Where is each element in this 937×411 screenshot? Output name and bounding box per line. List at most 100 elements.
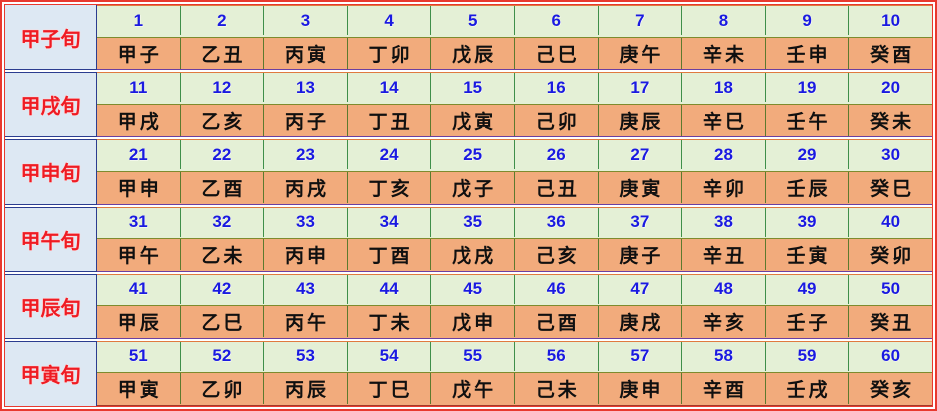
sequence-number-cell: 42 [181, 274, 265, 304]
ganzhi-row: 甲寅 乙卯 丙辰 丁巳 戊午 己未 庚申 辛酉 壬戌 癸亥 [97, 373, 932, 407]
sequence-number-cell: 60 [881, 346, 901, 366]
table-body: 甲子旬 1 2 3 4 5 6 7 8 9 10 甲子 乙丑 丙寅 丁卯 戊辰 己巳 庚午 辛未 壬申 癸酉 甲戌旬 11 1… [4, 4, 933, 407]
xun-group: 甲子旬 1 2 3 4 5 6 7 8 9 10 甲子 乙丑 丙寅 丁卯 戊辰 己巳 庚午 辛未 壬申 癸酉 [5, 5, 932, 71]
ganzhi-cell: 戊申 [431, 306, 515, 338]
sequence-number-cell: 17 [599, 73, 683, 103]
sequence-number-row: 31 32 33 34 35 36 37 38 39 40 [97, 206, 932, 240]
xun-group: 甲戌旬 11 12 13 14 15 16 17 18 19 20 甲戌 乙亥 丙子 丁丑 戊寅 己卯 庚辰 辛巳壬… [5, 70, 932, 138]
ganzhi-cell: 壬戌 [766, 373, 850, 405]
sequence-number-cell: 41 [97, 274, 181, 304]
ganzhi-cell: 丁卯 [348, 37, 432, 69]
ganzhi-cell: 癸丑 [870, 313, 915, 335]
sequence-number-cell: 28 [682, 140, 766, 170]
ganzhi-cell: 己亥 [515, 239, 599, 271]
sequence-number-cell: 24 [348, 140, 432, 170]
ganzhi-cell: 辛酉 [682, 373, 766, 405]
ganzhi-cell: 庚午 [599, 37, 683, 69]
ganzhi-cell: 甲子 [97, 37, 181, 69]
sequence-number-cell: 5 [431, 6, 515, 35]
ganzhi-cell: 己卯 [515, 104, 599, 136]
ganzhi-cell: 丁酉 [348, 239, 432, 271]
ganzhi-cell: 癸巳 [870, 178, 915, 200]
ganzhi-cell: 辛亥 [682, 306, 766, 338]
sequence-number-cell: 21 [97, 140, 181, 170]
ganzhi-cell: 丁未 [348, 306, 432, 338]
ganzhi-cell: 乙亥 [181, 104, 265, 136]
ganzhi-cell: 乙丑 [181, 37, 265, 69]
ganzhi-cell: 壬辰 [766, 171, 850, 203]
sequence-number-cell: 32 [181, 207, 265, 237]
ganzhi-cell: 己丑 [515, 171, 599, 203]
xun-group: 甲午旬 31 32 33 34 35 36 37 38 39 40 甲午 乙未 丙申 丁酉 戊戌 己亥 庚子 辛丑壬… [5, 204, 932, 272]
xun-label-1: 甲子旬 [5, 5, 97, 71]
sequence-number-cell: 27 [599, 140, 683, 170]
ganzhi-cell: 庚戌 [599, 306, 683, 338]
xun-rows: 11 12 13 14 15 16 17 18 19 20 甲戌 乙亥 丙子 丁丑 戊寅 己卯 庚辰 辛巳 壬午 癸未 [97, 72, 932, 138]
ganzhi-cell: 戊戌 [431, 239, 515, 271]
sequence-number-cell: 48 [682, 274, 766, 304]
sequence-number-cell: 53 [264, 341, 348, 371]
sequence-number-cell: 3 [264, 6, 348, 35]
sequence-number-cell: 55 [431, 341, 515, 371]
xun-label-2: 甲戌旬 [5, 72, 97, 138]
sequence-number-cell: 58 [682, 341, 766, 371]
xun-rows: 41 42 43 44 45 46 47 48 49 50 甲辰 乙巳 丙午 丁未 戊申 己酉 庚戌 辛亥 壬子 癸丑 [97, 273, 932, 339]
ganzhi-cell: 甲午 [97, 239, 181, 271]
ganzhi-cell: 甲辰 [97, 306, 181, 338]
sequence-number-cell: 59 [766, 341, 850, 371]
ganzhi-cell: 乙卯 [181, 373, 265, 405]
ganzhi-cell: 癸未 [870, 111, 915, 133]
sequence-number-cell: 29 [766, 140, 850, 170]
sequence-number-cell: 38 [682, 207, 766, 237]
sequence-number-row: 21 22 23 24 25 26 27 28 29 30 [97, 139, 932, 172]
sequence-number-cell: 36 [515, 207, 599, 237]
ganzhi-cell: 戊辰 [431, 37, 515, 69]
sequence-number-cell: 4 [348, 6, 432, 35]
sequence-number-cell: 7 [599, 6, 683, 35]
ganzhi-cell: 癸亥 [870, 380, 915, 402]
sequence-number-cell: 1 [97, 6, 181, 35]
sequence-number-row: 1 2 3 4 5 6 7 8 9 10 [97, 5, 932, 38]
sequence-number-row: 11 12 13 14 15 16 17 18 19 20 [97, 72, 932, 105]
ganzhi-cell: 丁巳 [348, 373, 432, 405]
ganzhi-cell: 庚子 [599, 239, 683, 271]
sequence-number-cell: 34 [348, 207, 432, 237]
sequence-number-cell: 16 [515, 73, 599, 103]
xun-label-5: 甲辰旬 [5, 273, 97, 339]
ganzhi-cell: 癸酉 [870, 44, 915, 66]
ganzhi-row: 甲午 乙未 丙申 丁酉 戊戌 己亥 庚子 辛丑 壬寅 癸卯 [97, 239, 932, 272]
ganzhi-cell: 辛巳 [682, 104, 766, 136]
xun-group: 甲申旬 21 22 23 24 25 26 27 28 29 30 甲申 乙酉 丙戌 丁亥 戊子 己丑 庚寅 辛卯壬… [5, 137, 932, 205]
ganzhi-cell: 戊午 [431, 373, 515, 405]
ganzhi-cell: 己巳 [515, 37, 599, 69]
ganzhi-cell: 壬申 [766, 37, 850, 69]
sequence-number-cell: 10 [881, 10, 901, 30]
sequence-number-row: 51 52 53 54 55 56 57 58 59 60 [97, 340, 932, 374]
ganzhi-cell: 乙未 [181, 239, 265, 271]
sequence-number-cell: 15 [431, 73, 515, 103]
ganzhi-cell: 丙寅 [264, 37, 348, 69]
ganzhi-row: 甲辰 乙巳 丙午 丁未 戊申 己酉 庚戌 辛亥 壬子 癸丑 [97, 306, 932, 339]
sequence-number-cell: 56 [515, 341, 599, 371]
ganzhi-row: 甲戌 乙亥 丙子 丁丑 戊寅 己卯 庚辰 辛巳 壬午 癸未 [97, 104, 932, 138]
xun-group: 甲寅旬 51 52 53 54 55 56 57 58 59 60 甲寅 乙卯 丙辰 丁巳 戊午 己未 庚申 辛酉壬… [5, 338, 932, 407]
ganzhi-cell: 辛丑 [682, 239, 766, 271]
sequence-number-cell: 31 [97, 207, 181, 237]
sequence-number-cell: 49 [766, 274, 850, 304]
sequence-number-row: 41 42 43 44 45 46 47 48 49 50 [97, 273, 932, 307]
xun-label-4: 甲午旬 [5, 206, 97, 272]
sequence-number-cell: 6 [515, 6, 599, 35]
ganzhi-cell: 壬子 [766, 306, 850, 338]
ganzhi-cell: 丙子 [264, 104, 348, 136]
xun-rows: 1 2 3 4 5 6 7 8 9 10 甲子 乙丑 丙寅 丁卯 戊辰 己巳 庚午 辛未 壬申 癸酉 [97, 5, 932, 71]
sequence-number-cell: 23 [264, 140, 348, 170]
ganzhi-cell: 甲戌 [97, 104, 181, 136]
sequence-number-cell: 12 [181, 73, 265, 103]
sequence-number-cell: 46 [515, 274, 599, 304]
sequence-number-cell: 19 [766, 73, 850, 103]
sequence-number-cell: 51 [97, 341, 181, 371]
sequence-number-cell: 52 [181, 341, 265, 371]
ganzhi-cell: 庚寅 [599, 171, 683, 203]
ganzhi-cell: 庚申 [599, 373, 683, 405]
